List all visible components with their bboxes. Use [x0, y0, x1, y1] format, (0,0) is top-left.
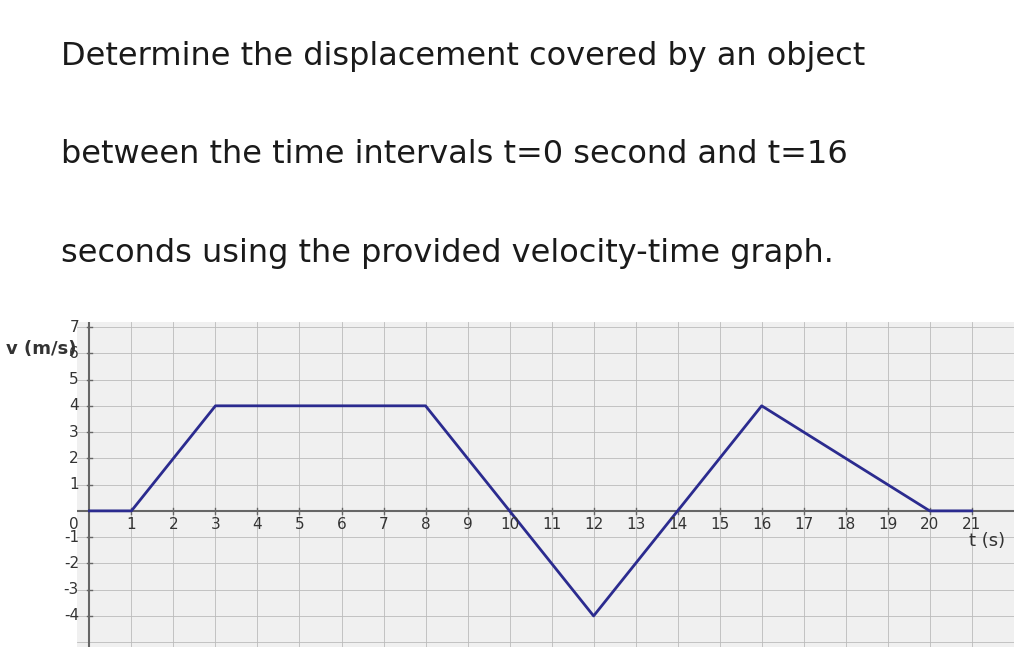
Text: 1: 1	[70, 477, 79, 492]
Text: 17: 17	[794, 517, 813, 532]
Text: 10: 10	[500, 517, 519, 532]
Text: 18: 18	[836, 517, 855, 532]
Text: between the time intervals t=0 second and t=16: between the time intervals t=0 second an…	[61, 139, 848, 171]
Text: 8: 8	[421, 517, 430, 532]
Text: 6: 6	[337, 517, 346, 532]
Text: 16: 16	[752, 517, 771, 532]
Text: Determine the displacement covered by an object: Determine the displacement covered by an…	[61, 41, 865, 72]
Text: -1: -1	[63, 530, 79, 545]
Text: -2: -2	[63, 556, 79, 571]
Text: 7: 7	[379, 517, 388, 532]
Text: v (m/s): v (m/s)	[6, 340, 77, 358]
Text: 0: 0	[70, 517, 79, 532]
Text: 1: 1	[127, 517, 136, 532]
Text: 2: 2	[70, 451, 79, 466]
Text: 7: 7	[70, 320, 79, 335]
Text: 9: 9	[463, 517, 472, 532]
Text: 2: 2	[169, 517, 178, 532]
Text: 19: 19	[878, 517, 897, 532]
Text: 11: 11	[542, 517, 561, 532]
Text: -4: -4	[63, 608, 79, 623]
Text: 21: 21	[963, 517, 981, 532]
Text: 3: 3	[211, 517, 220, 532]
Text: 20: 20	[921, 517, 939, 532]
Text: 4: 4	[253, 517, 262, 532]
Text: 5: 5	[70, 372, 79, 387]
Text: 12: 12	[584, 517, 603, 532]
Text: 4: 4	[70, 398, 79, 413]
Text: 6: 6	[70, 346, 79, 361]
Text: t (s): t (s)	[970, 532, 1006, 550]
Text: 14: 14	[668, 517, 687, 532]
Text: -3: -3	[63, 582, 79, 597]
Text: 5: 5	[295, 517, 304, 532]
Text: seconds using the provided velocity-time graph.: seconds using the provided velocity-time…	[61, 238, 835, 269]
Text: 13: 13	[626, 517, 645, 532]
Text: 3: 3	[70, 424, 79, 439]
Text: 15: 15	[710, 517, 729, 532]
